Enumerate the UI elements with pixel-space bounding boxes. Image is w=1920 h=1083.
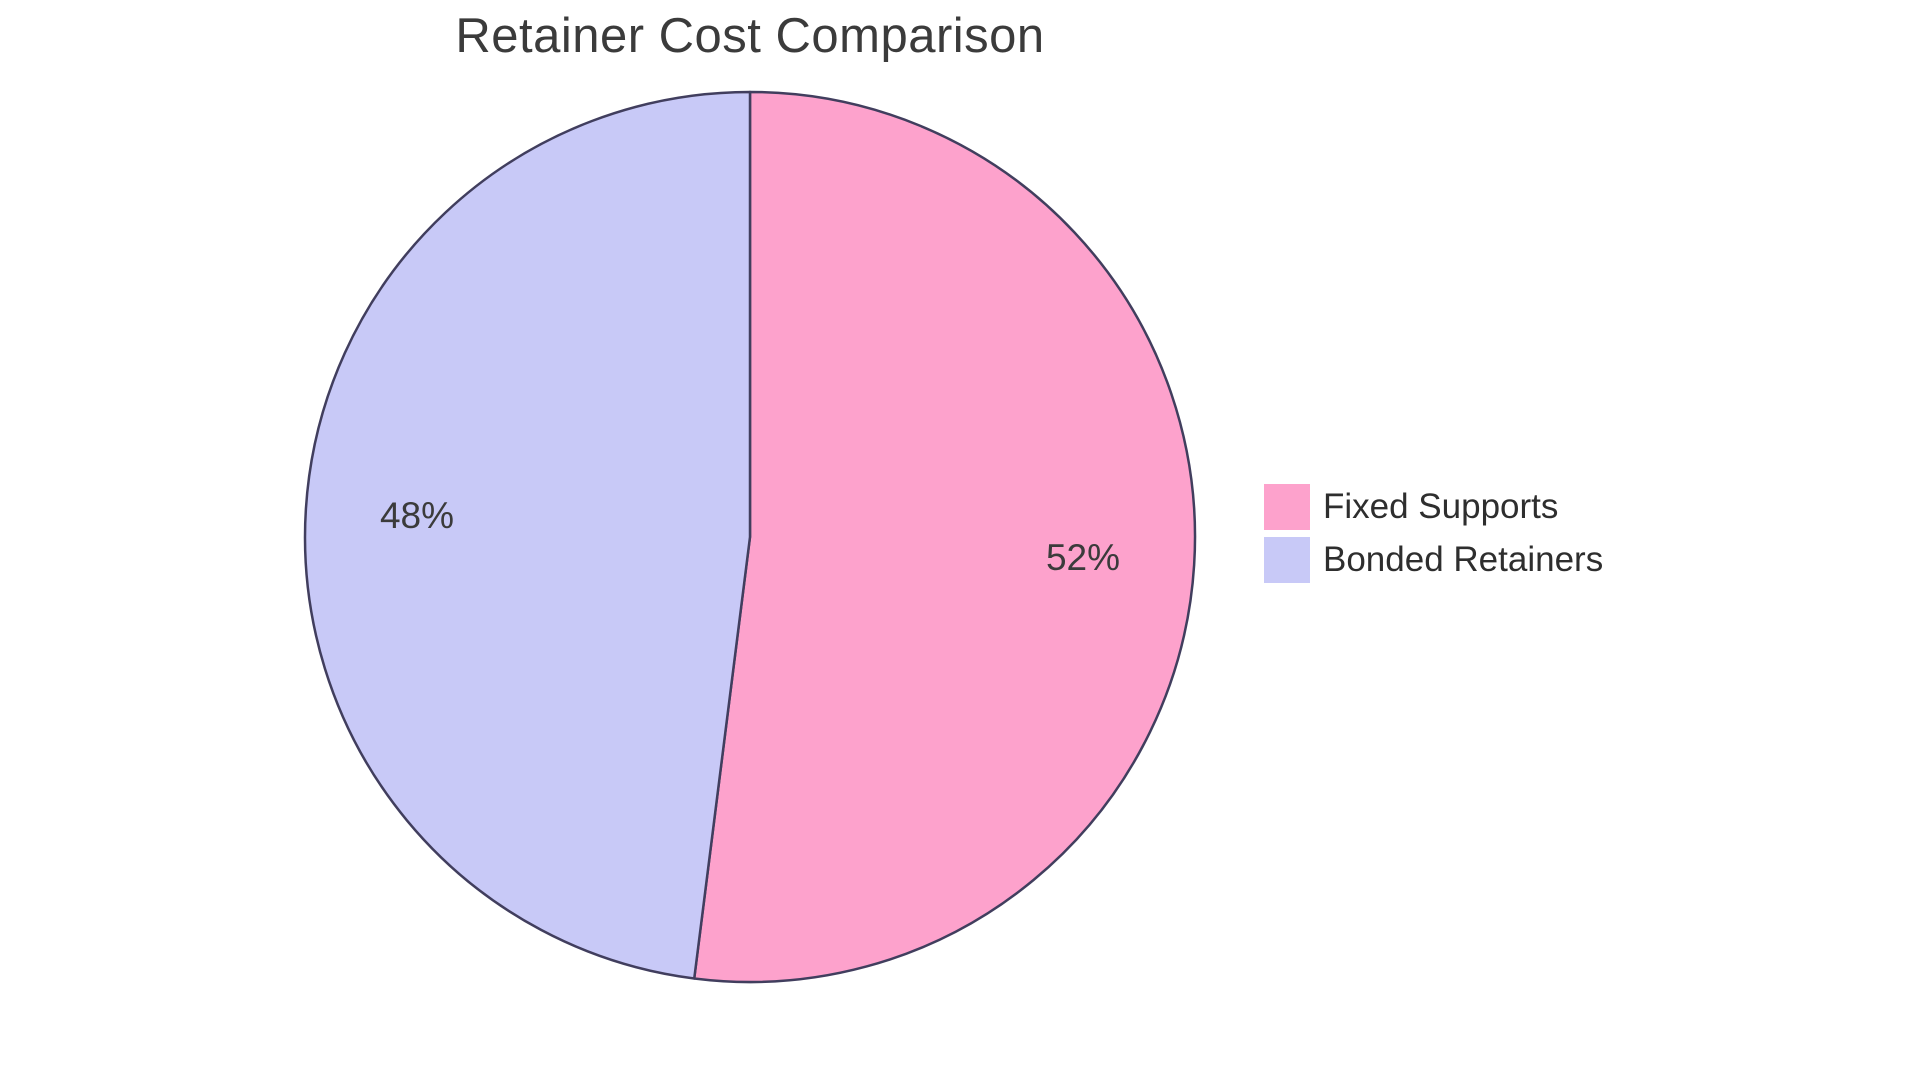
pie-slice-bonded-retainers — [303, 90, 752, 980]
legend-label-fixed-supports: Fixed Supports — [1323, 487, 1559, 526]
legend: Fixed Supports Bonded Retainers — [1264, 484, 1603, 583]
slice-label-bonded-retainers: 48% — [379, 495, 455, 536]
legend-item-bonded-retainers: Bonded Retainers — [1264, 537, 1603, 583]
chart-title: Retainer Cost Comparison — [455, 9, 1045, 63]
legend-label-bonded-retainers: Bonded Retainers — [1323, 540, 1604, 579]
legend-item-fixed-supports: Fixed Supports — [1264, 484, 1603, 530]
legend-swatch-fixed-supports — [1264, 484, 1310, 530]
legend-swatch-bonded-retainers — [1264, 537, 1310, 583]
slice-label-fixed-supports: 52% — [1045, 537, 1121, 578]
pie-slice-fixed-supports — [692, 90, 1197, 984]
